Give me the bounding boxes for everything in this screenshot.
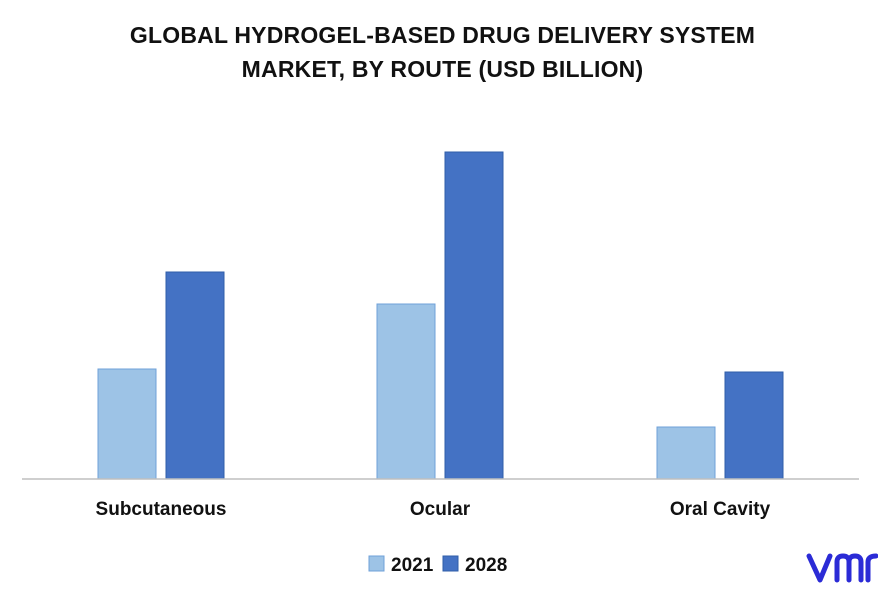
bar-subcutaneous-2021	[97, 368, 157, 480]
bar-subcutaneous-2028	[165, 271, 225, 480]
chart-title-line-1: GLOBAL HYDROGEL-BASED DRUG DELIVERY SYST…	[129, 22, 756, 48]
bar-oral-cavity-2028	[724, 371, 784, 480]
legend: 2021 2028	[368, 555, 507, 576]
chart-title-line-2: MARKET, BY ROUTE (USD BILLION)	[241, 56, 644, 82]
bars-group	[97, 151, 784, 480]
legend-swatch-2028	[442, 555, 459, 572]
category-label: Ocular	[410, 499, 471, 520]
bar-ocular-2028	[444, 151, 504, 480]
category-label: Oral Cavity	[670, 499, 771, 520]
category-labels: Subcutaneous Ocular Oral Cavity	[96, 499, 771, 520]
bar-oral-cavity-2021	[656, 426, 716, 480]
bar-ocular-2021	[376, 303, 436, 480]
category-label: Subcutaneous	[96, 499, 227, 520]
legend-swatch-2021	[368, 555, 385, 572]
legend-label-2021: 2021	[391, 555, 434, 576]
chart-title: GLOBAL HYDROGEL-BASED DRUG DELIVERY SYST…	[0, 18, 885, 86]
legend-label-2028: 2028	[465, 555, 507, 576]
vmr-logo-icon	[806, 553, 878, 583]
